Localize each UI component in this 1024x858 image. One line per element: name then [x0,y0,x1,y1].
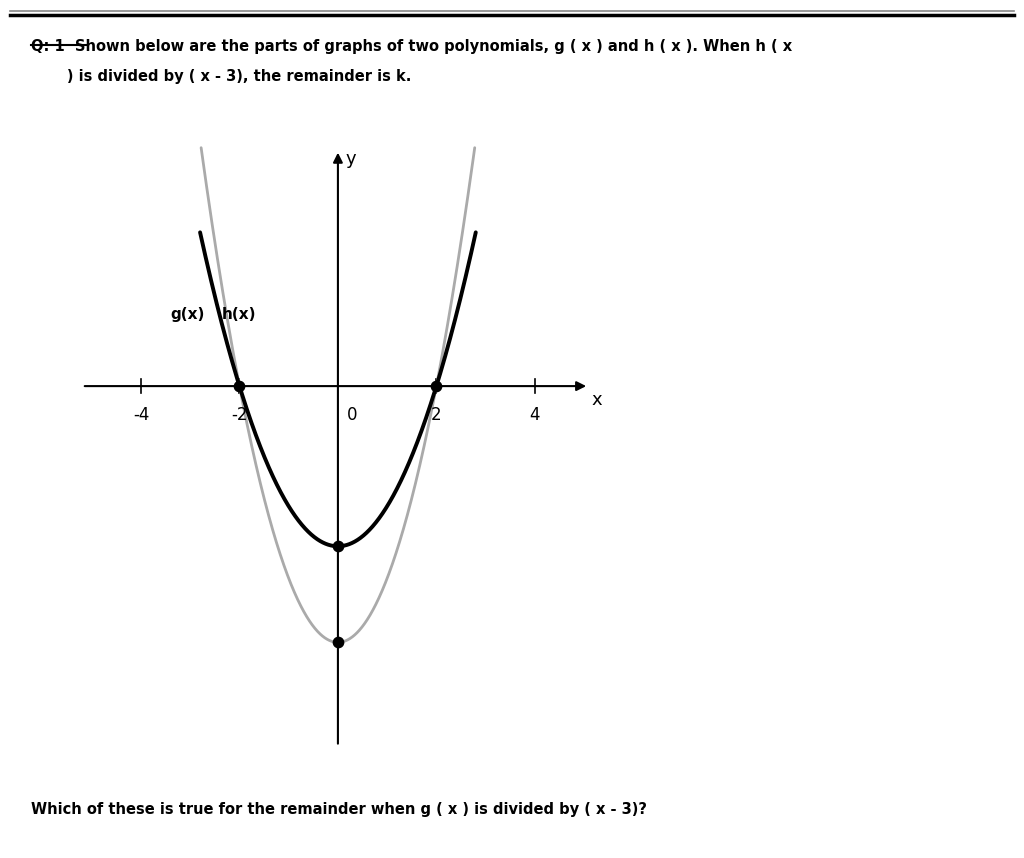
Text: x: x [592,391,602,409]
Text: 0: 0 [347,406,357,424]
Text: h(x): h(x) [222,306,257,322]
Point [231,379,248,393]
Text: Q: 1  Shown below are the parts of graphs of two polynomials, g ( x ) and h ( x : Q: 1 Shown below are the parts of graphs… [31,39,792,53]
Text: 4: 4 [529,406,540,424]
Text: ) is divided by ( x - 3), the remainder is k.: ) is divided by ( x - 3), the remainder … [31,69,411,83]
Point [330,540,346,553]
Text: -2: -2 [231,406,248,424]
Text: y: y [345,150,356,168]
Text: 2: 2 [431,406,441,424]
Point [330,636,346,650]
Point [428,379,444,393]
Text: Which of these is true for the remainder when g ( x ) is divided by ( x - 3)?: Which of these is true for the remainder… [31,802,647,817]
Text: -4: -4 [133,406,150,424]
Text: g(x): g(x) [171,306,205,322]
